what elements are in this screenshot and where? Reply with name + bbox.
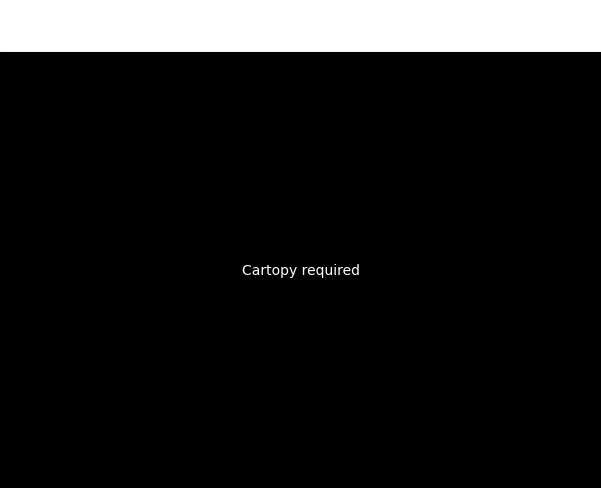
Text: Cartopy required: Cartopy required (242, 264, 359, 277)
